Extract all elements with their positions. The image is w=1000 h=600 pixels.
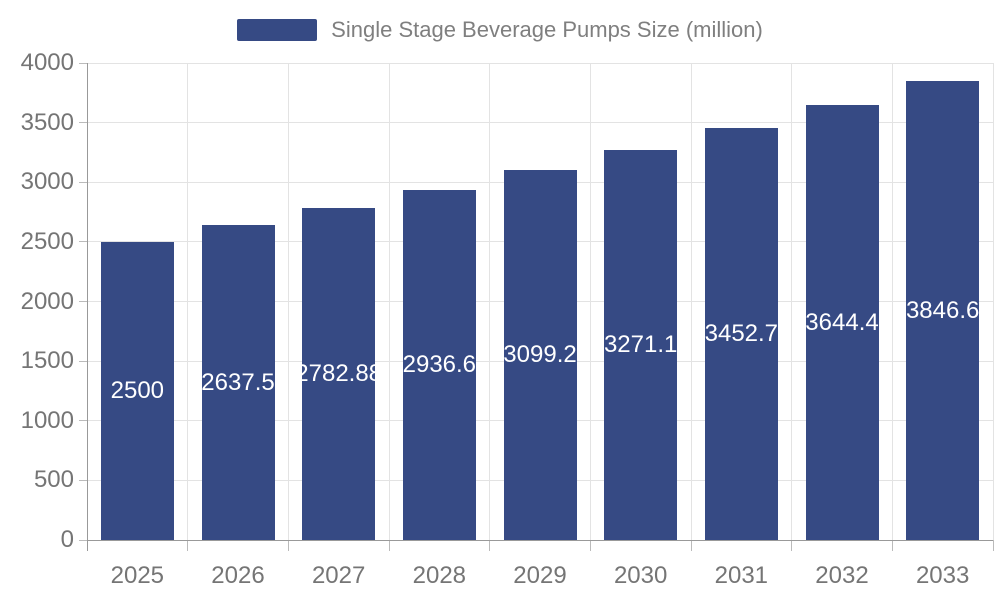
y-axis-tick bbox=[79, 539, 87, 541]
x-axis-line bbox=[87, 539, 993, 541]
x-gridline bbox=[589, 63, 591, 540]
y-axis-tick bbox=[79, 301, 87, 302]
y-axis-tick-label: 1000 bbox=[20, 406, 74, 434]
y-gridline bbox=[87, 62, 993, 64]
x-axis-tick-label: 2031 bbox=[714, 562, 769, 589]
x-axis-tick bbox=[388, 540, 390, 551]
x-axis-tick-label: 2028 bbox=[412, 562, 467, 589]
bar[interactable] bbox=[100, 241, 174, 540]
y-axis-tick bbox=[79, 479, 87, 481]
x-axis-tick bbox=[287, 540, 289, 551]
y-axis-tick bbox=[79, 360, 87, 362]
x-axis-tick-label: 2032 bbox=[815, 562, 869, 589]
y-axis-tick-label: 0 bbox=[60, 526, 74, 553]
y-gridline bbox=[87, 122, 993, 124]
x-axis-tick bbox=[891, 540, 893, 551]
x-gridline bbox=[287, 63, 289, 540]
x-axis-tick-label: 2027 bbox=[311, 562, 366, 589]
x-gridline bbox=[489, 63, 491, 540]
x-gridline bbox=[791, 63, 793, 540]
x-axis-tick-label: 2026 bbox=[211, 562, 265, 589]
y-axis-tick-label: 4000 bbox=[20, 49, 74, 76]
y-axis-tick-label: 3500 bbox=[20, 108, 74, 136]
y-axis-tick bbox=[79, 62, 87, 64]
bar[interactable] bbox=[704, 128, 778, 540]
legend-swatch bbox=[237, 19, 318, 41]
y-axis-tick-label: 1500 bbox=[20, 347, 74, 375]
legend-label: Single Stage Beverage Pumps Size (millio… bbox=[331, 17, 763, 42]
bar[interactable] bbox=[503, 170, 577, 540]
x-axis-tick bbox=[992, 540, 994, 551]
x-axis-tick bbox=[690, 540, 692, 551]
x-axis-tick-label: 2029 bbox=[513, 562, 567, 589]
y-axis-tick bbox=[79, 122, 87, 124]
x-axis-tick-label: 2030 bbox=[613, 562, 668, 589]
x-axis-tick-label: 2025 bbox=[110, 562, 165, 589]
y-axis-tick-label: 3000 bbox=[20, 168, 74, 196]
y-axis-tick-label: 2500 bbox=[20, 227, 74, 255]
x-axis-tick bbox=[791, 540, 793, 551]
bar[interactable] bbox=[201, 225, 275, 540]
x-axis-tick bbox=[589, 540, 591, 551]
legend-item[interactable]: Single Stage Beverage Pumps Size (millio… bbox=[0, 17, 1000, 43]
x-axis-tick bbox=[489, 540, 491, 551]
x-axis-tick-label: 2033 bbox=[915, 562, 970, 589]
bar[interactable] bbox=[302, 208, 376, 540]
x-gridline bbox=[187, 63, 189, 540]
y-axis-tick bbox=[79, 181, 87, 183]
bar[interactable] bbox=[604, 149, 678, 540]
x-axis-tick bbox=[187, 540, 189, 551]
y-axis-tick bbox=[79, 241, 87, 243]
x-gridline bbox=[891, 63, 893, 540]
x-gridline bbox=[690, 63, 692, 540]
y-axis-tick-label: 2000 bbox=[20, 287, 74, 315]
bar[interactable] bbox=[906, 81, 980, 540]
y-axis-line bbox=[86, 63, 88, 551]
x-gridline bbox=[388, 63, 390, 540]
y-axis-tick bbox=[79, 420, 87, 422]
y-axis-tick-label: 500 bbox=[33, 466, 74, 494]
x-gridline bbox=[992, 63, 994, 540]
bar[interactable] bbox=[805, 105, 879, 540]
bar[interactable] bbox=[402, 189, 476, 540]
